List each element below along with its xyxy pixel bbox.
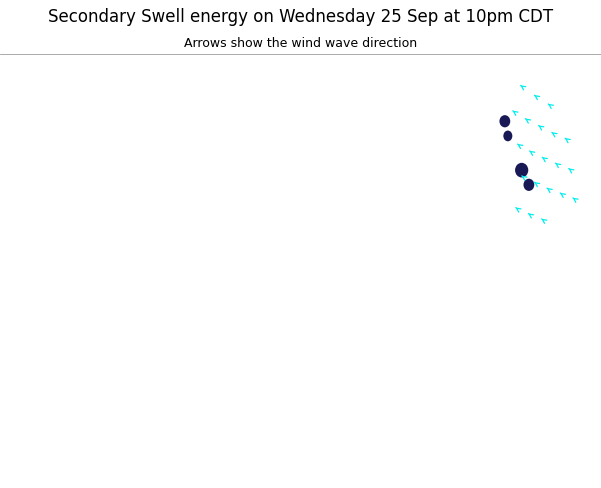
- Text: Arrows show the wind wave direction: Arrows show the wind wave direction: [184, 37, 417, 50]
- Ellipse shape: [499, 116, 510, 128]
- Ellipse shape: [523, 179, 534, 192]
- Ellipse shape: [504, 131, 512, 142]
- Text: Secondary Swell energy on Wednesday 25 Sep at 10pm CDT: Secondary Swell energy on Wednesday 25 S…: [48, 8, 553, 26]
- Ellipse shape: [515, 163, 528, 178]
